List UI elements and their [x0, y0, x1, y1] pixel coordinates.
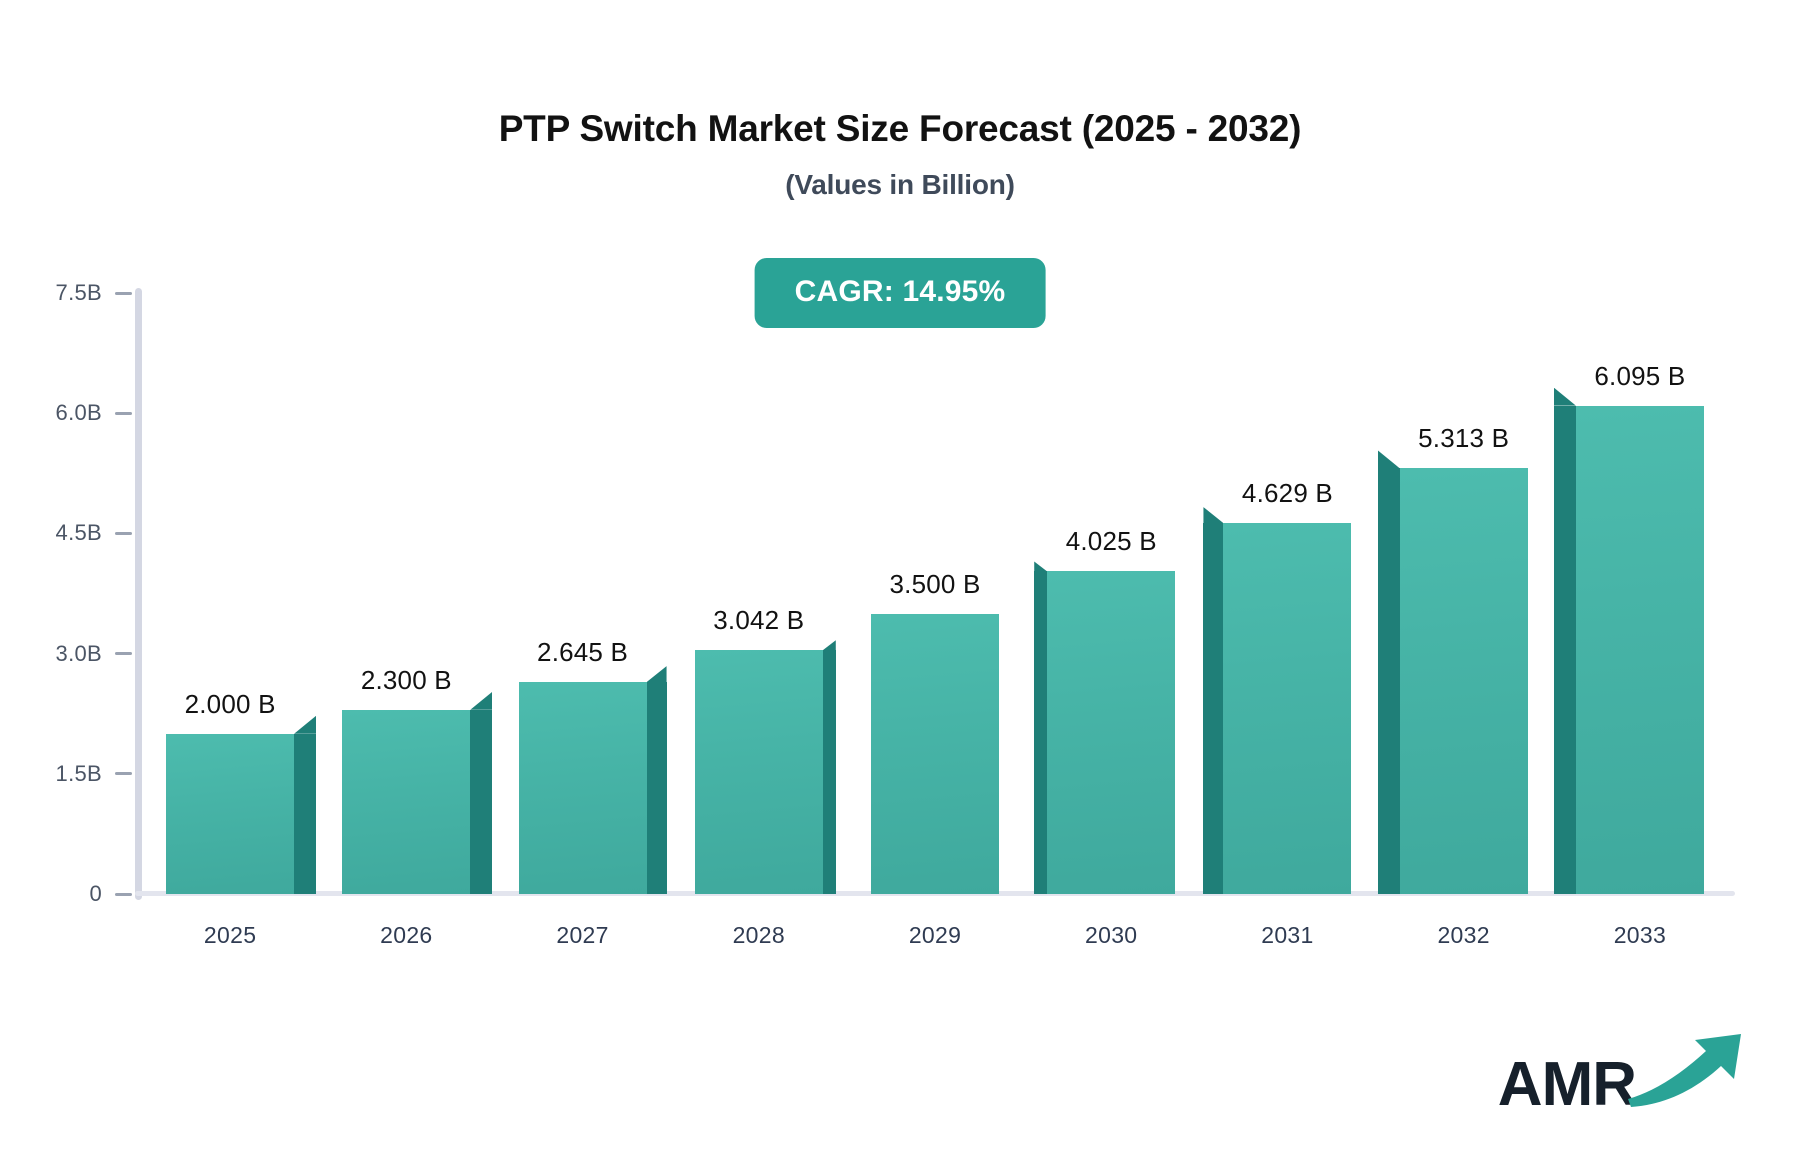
- bar-front-face: 5.313 B: [1377, 423, 1528, 894]
- cagr-badge: CAGR: 14.95%: [754, 258, 1046, 328]
- bar-value-label: 3.042 B: [713, 605, 805, 636]
- bar-side-cap: [1553, 387, 1576, 406]
- bar-2026[interactable]: 2.300 B: [342, 665, 493, 894]
- bar-side-cap: [1034, 561, 1048, 572]
- x-axis-tick-label: 2031: [1261, 922, 1314, 948]
- y-axis-line: [135, 288, 142, 900]
- bar-front-face: 2.300 B: [342, 665, 493, 894]
- bar-front-face: 3.500 B: [871, 569, 999, 894]
- x-axis-tick-label: 2025: [203, 922, 257, 948]
- bar-side-face: [822, 650, 836, 894]
- x-axis-tick-label: 2030: [1085, 922, 1138, 948]
- bar-2031[interactable]: 4.629 B: [1203, 478, 1352, 894]
- y-axis-tick-mark: [115, 291, 132, 295]
- x-axis-tick-label: 2027: [556, 922, 609, 948]
- bar-2033[interactable]: 6.095 B: [1553, 361, 1704, 894]
- bar-2028[interactable]: 3.042 B: [694, 605, 836, 894]
- y-axis-tick-mark: [115, 652, 132, 656]
- chart-subtitle: (Values in Billion): [785, 168, 1015, 200]
- bar-side-face: [646, 682, 667, 894]
- title-block: PTP Switch Market Size Forecast (2025 - …: [0, 108, 1800, 201]
- y-axis-tick-mark: [115, 411, 132, 415]
- bar-front-face: 2.645 B: [518, 637, 667, 894]
- y-axis-tick-label: 3.0B: [55, 640, 102, 666]
- bar-value-label: 2.645 B: [537, 637, 629, 668]
- bar-side-cap: [1377, 450, 1400, 469]
- bar-2027[interactable]: 2.645 B: [518, 637, 667, 894]
- x-axis-tick-label: 2026: [380, 922, 433, 948]
- y-axis-tick-label: 0: [89, 881, 102, 906]
- bar-side-cap: [1203, 507, 1224, 524]
- bar-2030[interactable]: 4.025 B: [1034, 526, 1176, 894]
- bar-front-face: 3.042 B: [694, 605, 836, 894]
- bar-2025[interactable]: 2.000 B: [166, 689, 317, 894]
- bar-side-face: [1203, 523, 1224, 894]
- bar-value-label: 2.000 B: [184, 688, 276, 719]
- y-axis-tick-mark: [115, 531, 132, 535]
- bar-front-face: 4.025 B: [1034, 526, 1176, 894]
- bar-front-face: 4.629 B: [1203, 478, 1352, 894]
- y-axis-tick-mark: [115, 892, 132, 896]
- page-title: PTP Switch Market Size Forecast (2025 - …: [498, 108, 1302, 149]
- bar-side-face: [294, 733, 317, 894]
- bar-side-cap: [294, 715, 317, 734]
- x-axis-tick-label: 2032: [1437, 922, 1490, 948]
- bar-value-label: 5.313 B: [1418, 423, 1510, 454]
- y-axis-tick-label: 1.5B: [55, 760, 102, 786]
- bar-side-face: [470, 709, 493, 894]
- bar-side-cap: [822, 640, 836, 651]
- bar-2029[interactable]: 3.500 B: [871, 569, 999, 894]
- bar-front-face: 6.095 B: [1553, 361, 1704, 894]
- bar-side-face: [1377, 468, 1400, 894]
- y-axis-tick-label: 7.5B: [55, 280, 102, 305]
- x-axis-tick-label: 2028: [732, 922, 785, 948]
- y-axis-tick-mark: [115, 772, 132, 776]
- bar-side-cap: [646, 666, 667, 683]
- bar-front-face: 2.000 B: [166, 689, 317, 894]
- bar-2032[interactable]: 5.313 B: [1377, 423, 1528, 894]
- bar-value-label: 4.629 B: [1241, 478, 1333, 509]
- amr-logo: AMR: [1498, 1029, 1748, 1116]
- bar-value-label: 2.300 B: [360, 664, 452, 695]
- bar-value-label: 3.500 B: [889, 568, 981, 599]
- y-axis-tick-label: 6.0B: [55, 400, 102, 426]
- x-axis-tick-label: 2033: [1613, 922, 1667, 948]
- bar-value-label: 6.095 B: [1594, 360, 1686, 391]
- bar-value-label: 4.025 B: [1065, 526, 1157, 557]
- x-axis-tick-label: 2029: [908, 922, 962, 948]
- bar-side-face: [1553, 405, 1576, 894]
- growth-arrow-icon: [1622, 1029, 1748, 1112]
- bar-side-face: [1034, 571, 1048, 894]
- y-axis-tick-label: 4.5B: [55, 520, 102, 546]
- bar-side-cap: [470, 691, 493, 710]
- logo-text: AMR: [1497, 1050, 1637, 1119]
